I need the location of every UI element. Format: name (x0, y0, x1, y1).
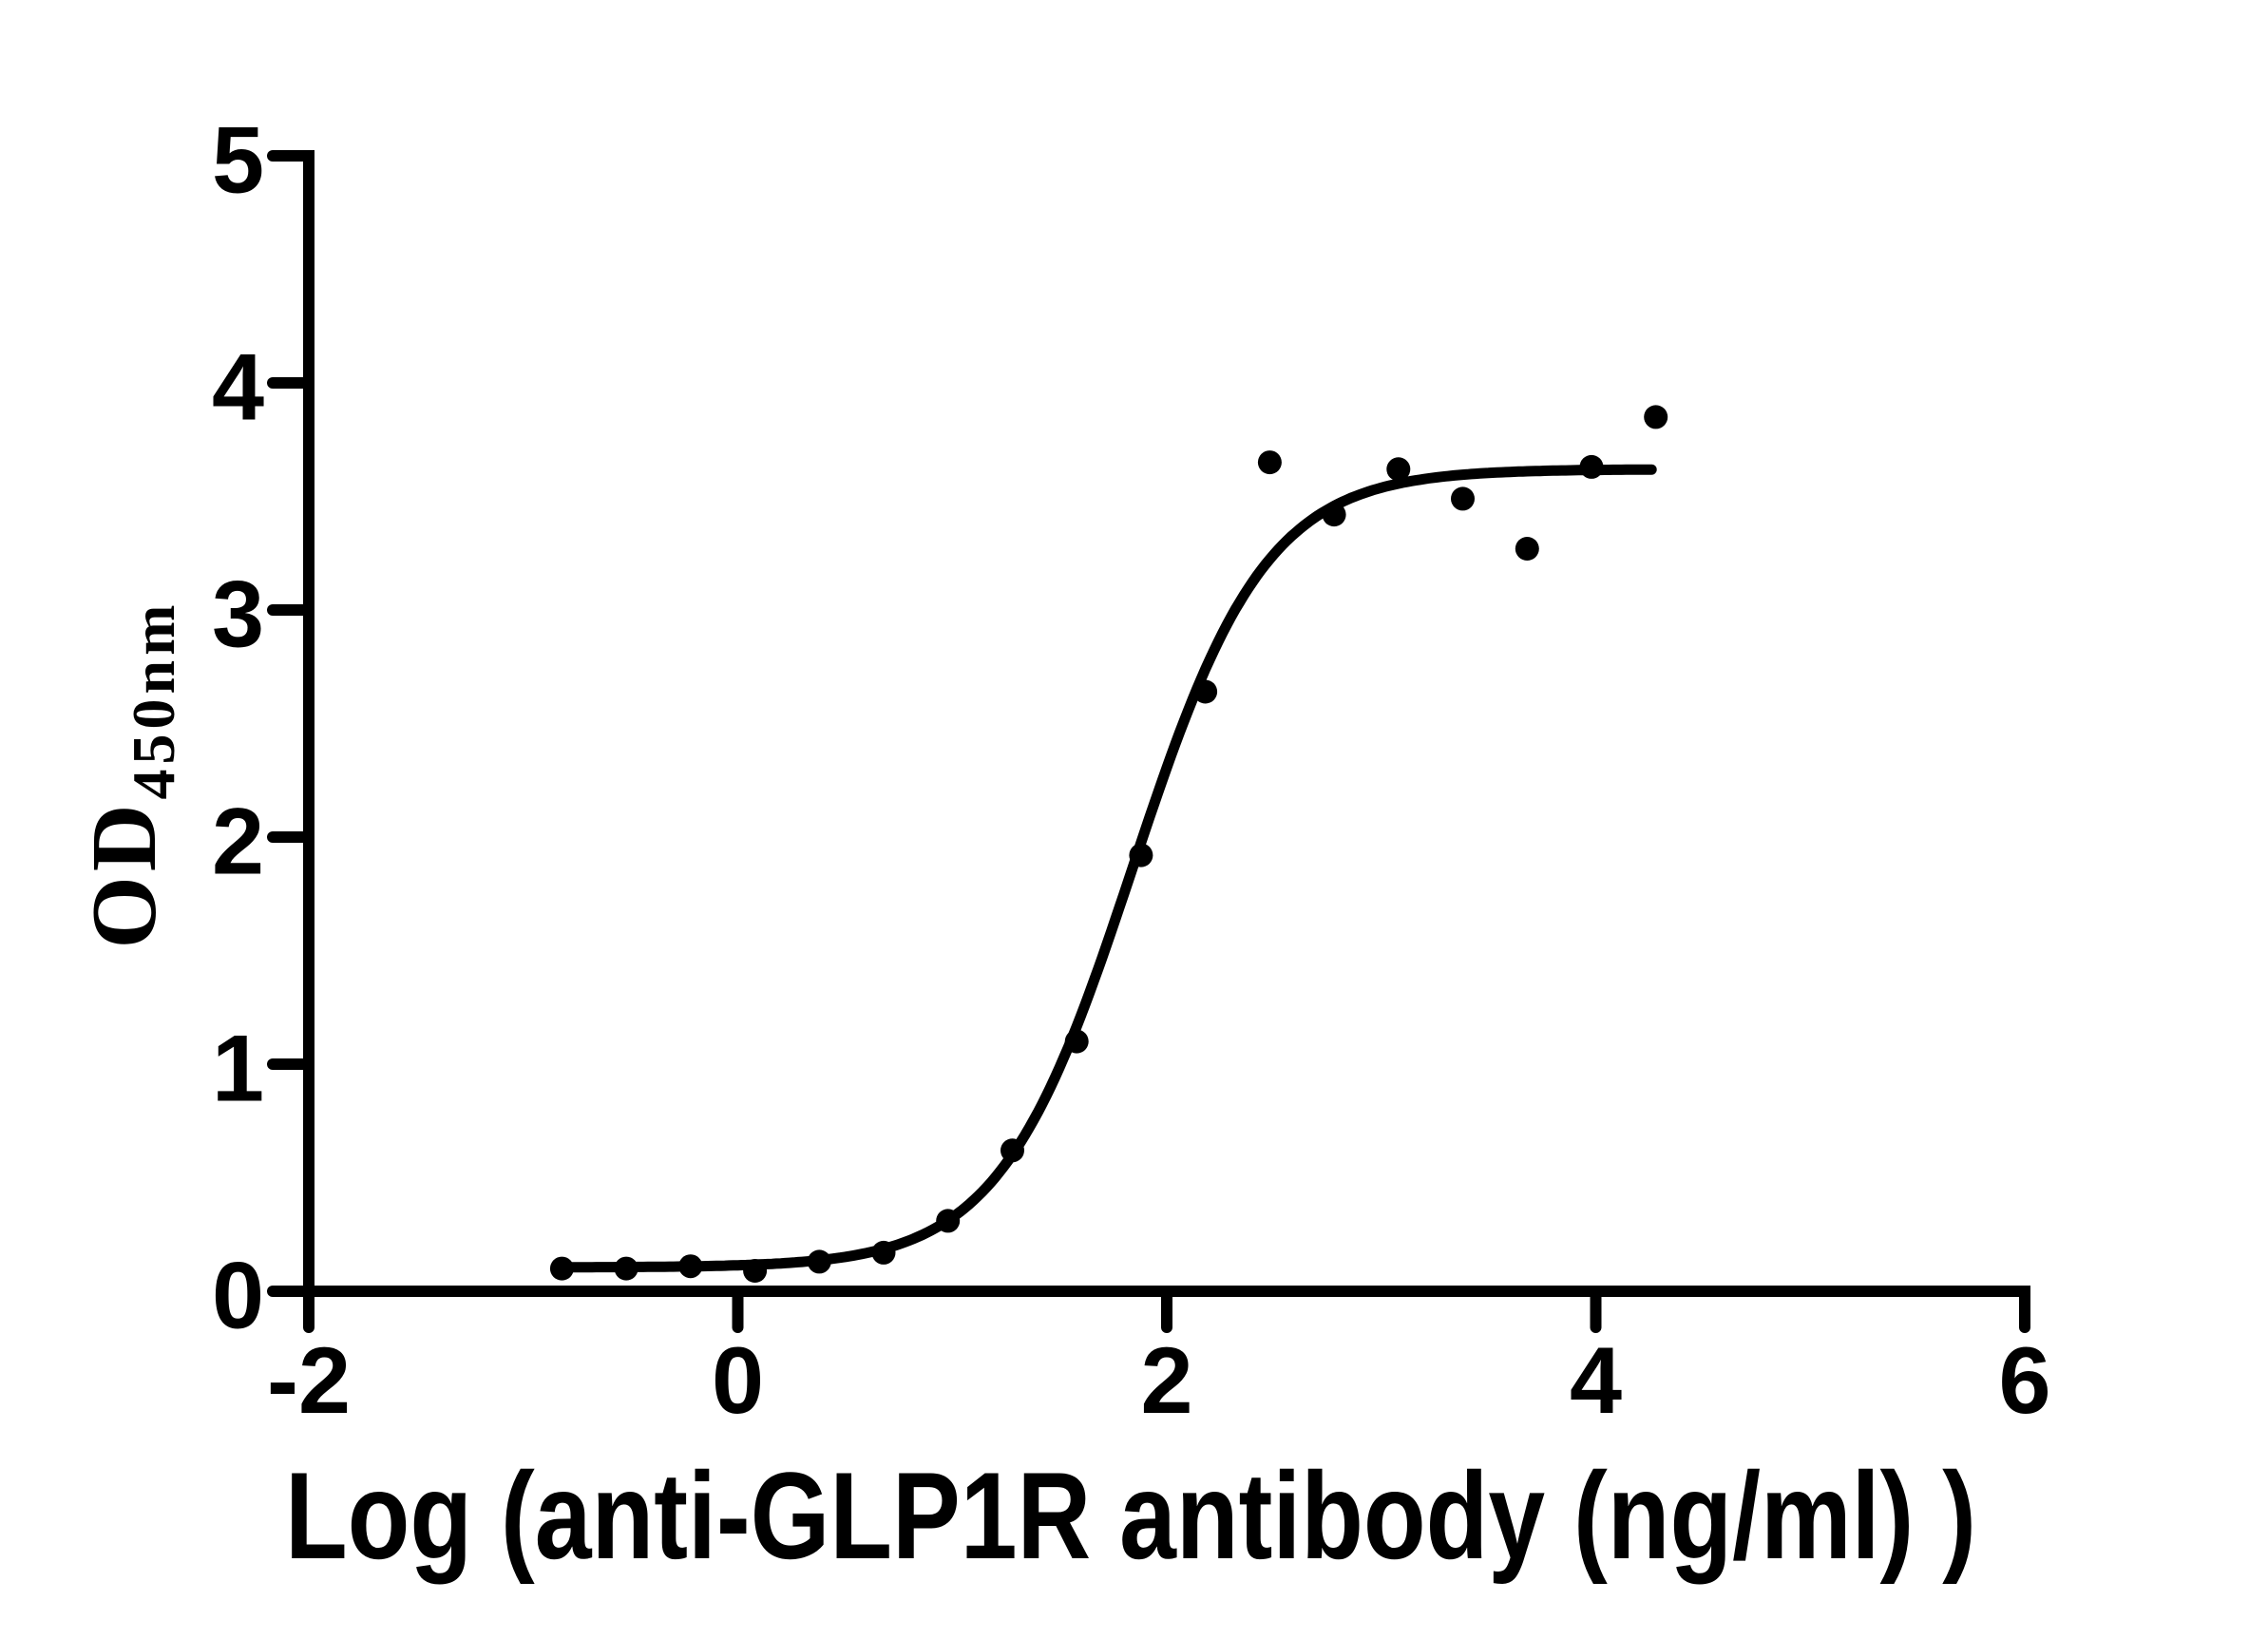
data-point (1064, 1029, 1089, 1054)
x-tick-label: -2 (267, 1327, 351, 1433)
axis-line (303, 150, 2030, 1297)
y-tick-label: 5 (212, 107, 264, 213)
data-point (1451, 486, 1475, 511)
data-point (1515, 537, 1539, 561)
data-point (549, 1256, 574, 1281)
data-point (871, 1240, 896, 1265)
y-axis-ticks: 0 1 2 3 4 5 (212, 107, 314, 1348)
data-point (1193, 679, 1218, 704)
y-axis-title: OD450nm (73, 600, 187, 949)
data-point (678, 1254, 703, 1279)
data-point (743, 1259, 768, 1283)
data-point (1001, 1138, 1024, 1163)
y-axis-title-subscript: 450nm (120, 600, 187, 800)
data-point (1386, 457, 1411, 482)
x-axis-ticks: -2 0 2 4 6 (267, 1286, 2051, 1433)
data-point (614, 1256, 638, 1281)
x-tick-label: 4 (1570, 1327, 1622, 1433)
data-point (1579, 454, 1604, 479)
data-point (1644, 405, 1668, 429)
x-tick-label: 6 (1998, 1327, 2050, 1433)
data-point (1257, 450, 1282, 475)
fit-curve-group (556, 464, 1657, 1273)
x-tick-label: 0 (712, 1327, 764, 1433)
y-axis-title-main: OD (73, 799, 176, 948)
data-points-group (549, 405, 1668, 1283)
y-tick-label: 4 (212, 334, 264, 440)
x-tick-label: 2 (1140, 1327, 1192, 1433)
y-tick-label: 2 (212, 789, 264, 894)
axes (303, 150, 2030, 1297)
y-tick-label: 0 (212, 1243, 264, 1348)
data-point (807, 1249, 831, 1274)
x-axis-title: Log (anti-GLP1R antibody (ng/ml) ) (285, 1446, 1976, 1585)
y-tick-label: 1 (212, 1016, 264, 1121)
data-point (1322, 503, 1346, 527)
fit-curve (556, 464, 1657, 1273)
data-point (1129, 843, 1153, 867)
data-point (936, 1209, 961, 1233)
y-tick-label: 3 (212, 562, 264, 667)
